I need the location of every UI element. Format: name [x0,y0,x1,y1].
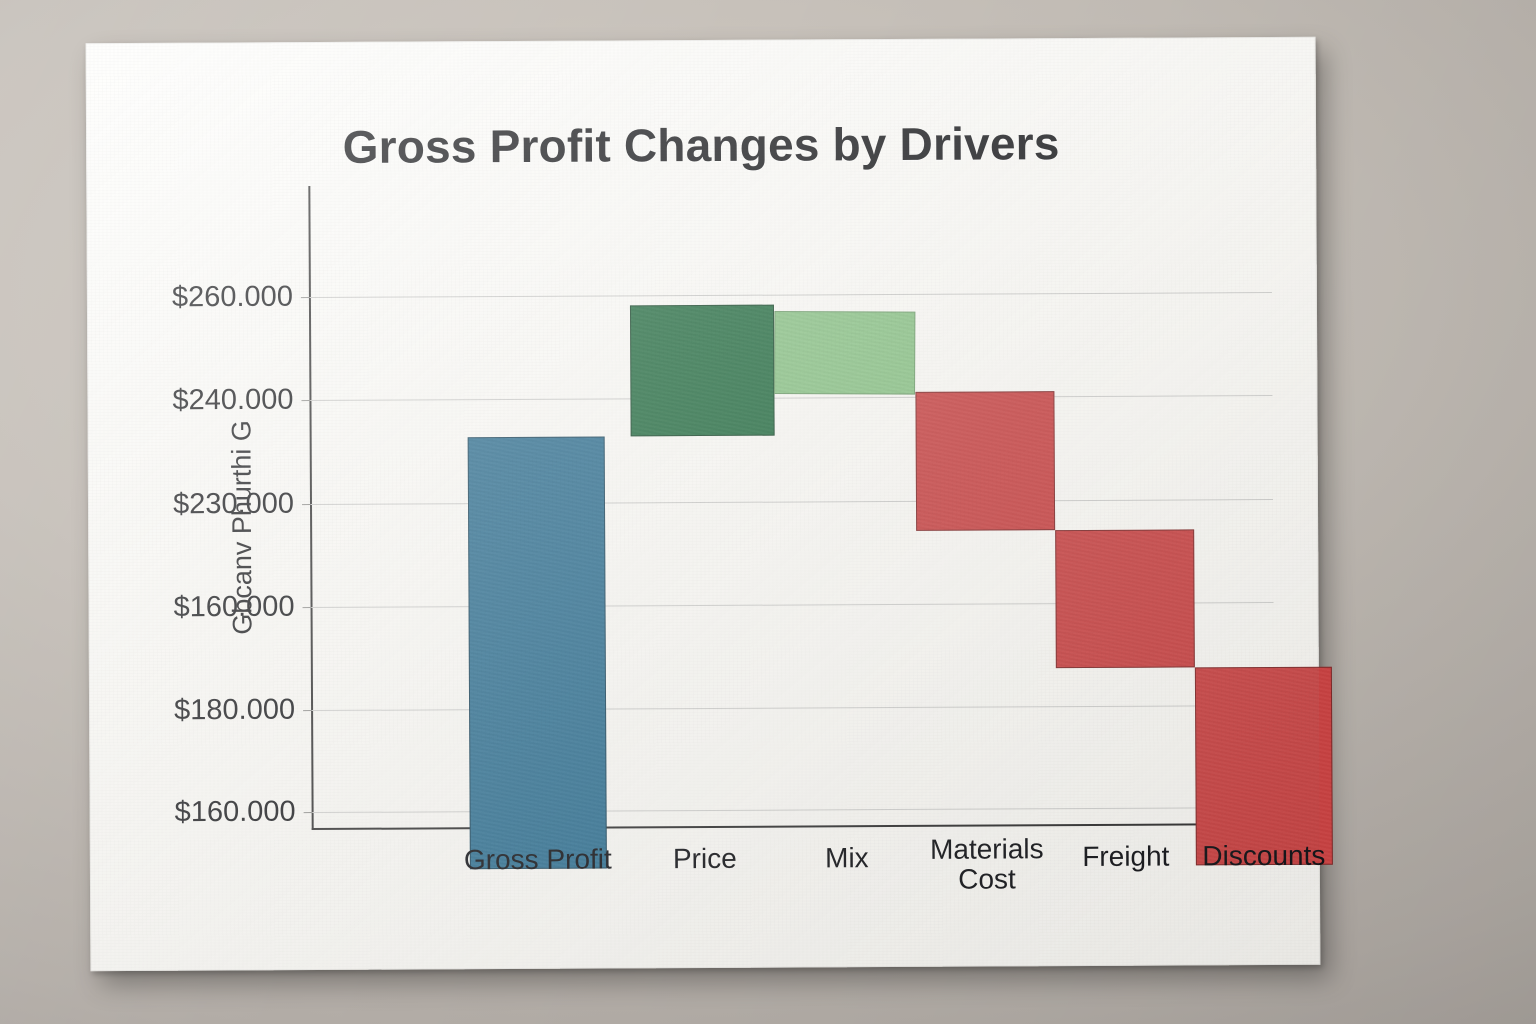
x-category-label-freight: Freight [1082,840,1170,873]
bar-freight[interactable] [1055,529,1195,669]
x-category-label-materials-cost: Materials Cost [929,833,1044,895]
y-tick-mark [303,710,313,712]
y-tick-label: $160.000 [173,590,295,624]
bar-gross-profit[interactable] [467,436,607,870]
bar-mix[interactable] [774,310,916,395]
y-tick-mark [303,812,313,814]
bar-price[interactable] [629,304,775,437]
y-tick-mark [301,504,312,506]
x-category-label-price: Price [672,842,737,875]
y-axis-line [308,186,314,831]
y-tick-mark [302,607,312,609]
y-tick-label: $180.000 [174,693,296,727]
y-tick-label: $230.000 [172,487,295,521]
x-axis-line [311,822,1279,831]
bar-face [629,304,775,437]
gridline: $230.000 [173,488,1273,520]
bar-face [1055,529,1195,669]
gridline: $240.000 [172,384,1273,416]
y-tick-mark [301,400,311,402]
bar-face [467,436,607,870]
x-category-label-discounts: Discounts [1202,839,1326,872]
gridline: $180.000 [174,694,1275,726]
x-category-label-gross-profit: Gross Profit [463,843,612,876]
bar-materials-cost[interactable] [915,391,1056,531]
y-tick-label: $260.000 [171,280,293,314]
plot-area: Gbcanv Phurthi G $260.000 $240.000 $230.… [172,186,1333,894]
x-category-label-mix: Mix [824,842,869,874]
bar-face [774,310,916,395]
gridline: $260.000 [172,281,1272,313]
y-tick-mark [300,297,310,299]
page-title: Gross Profit Changes by Drivers [342,117,1060,173]
bar-face [1194,666,1333,866]
y-tick-label: $240.000 [172,383,294,417]
y-tick-label: $160.000 [174,795,296,829]
bar-discounts[interactable] [1194,666,1333,866]
paper-sheet: Gross Profit Changes by Drivers Gbcanv P… [85,36,1333,972]
bar-face [915,391,1056,531]
gridline: $160.000 [175,796,1275,828]
